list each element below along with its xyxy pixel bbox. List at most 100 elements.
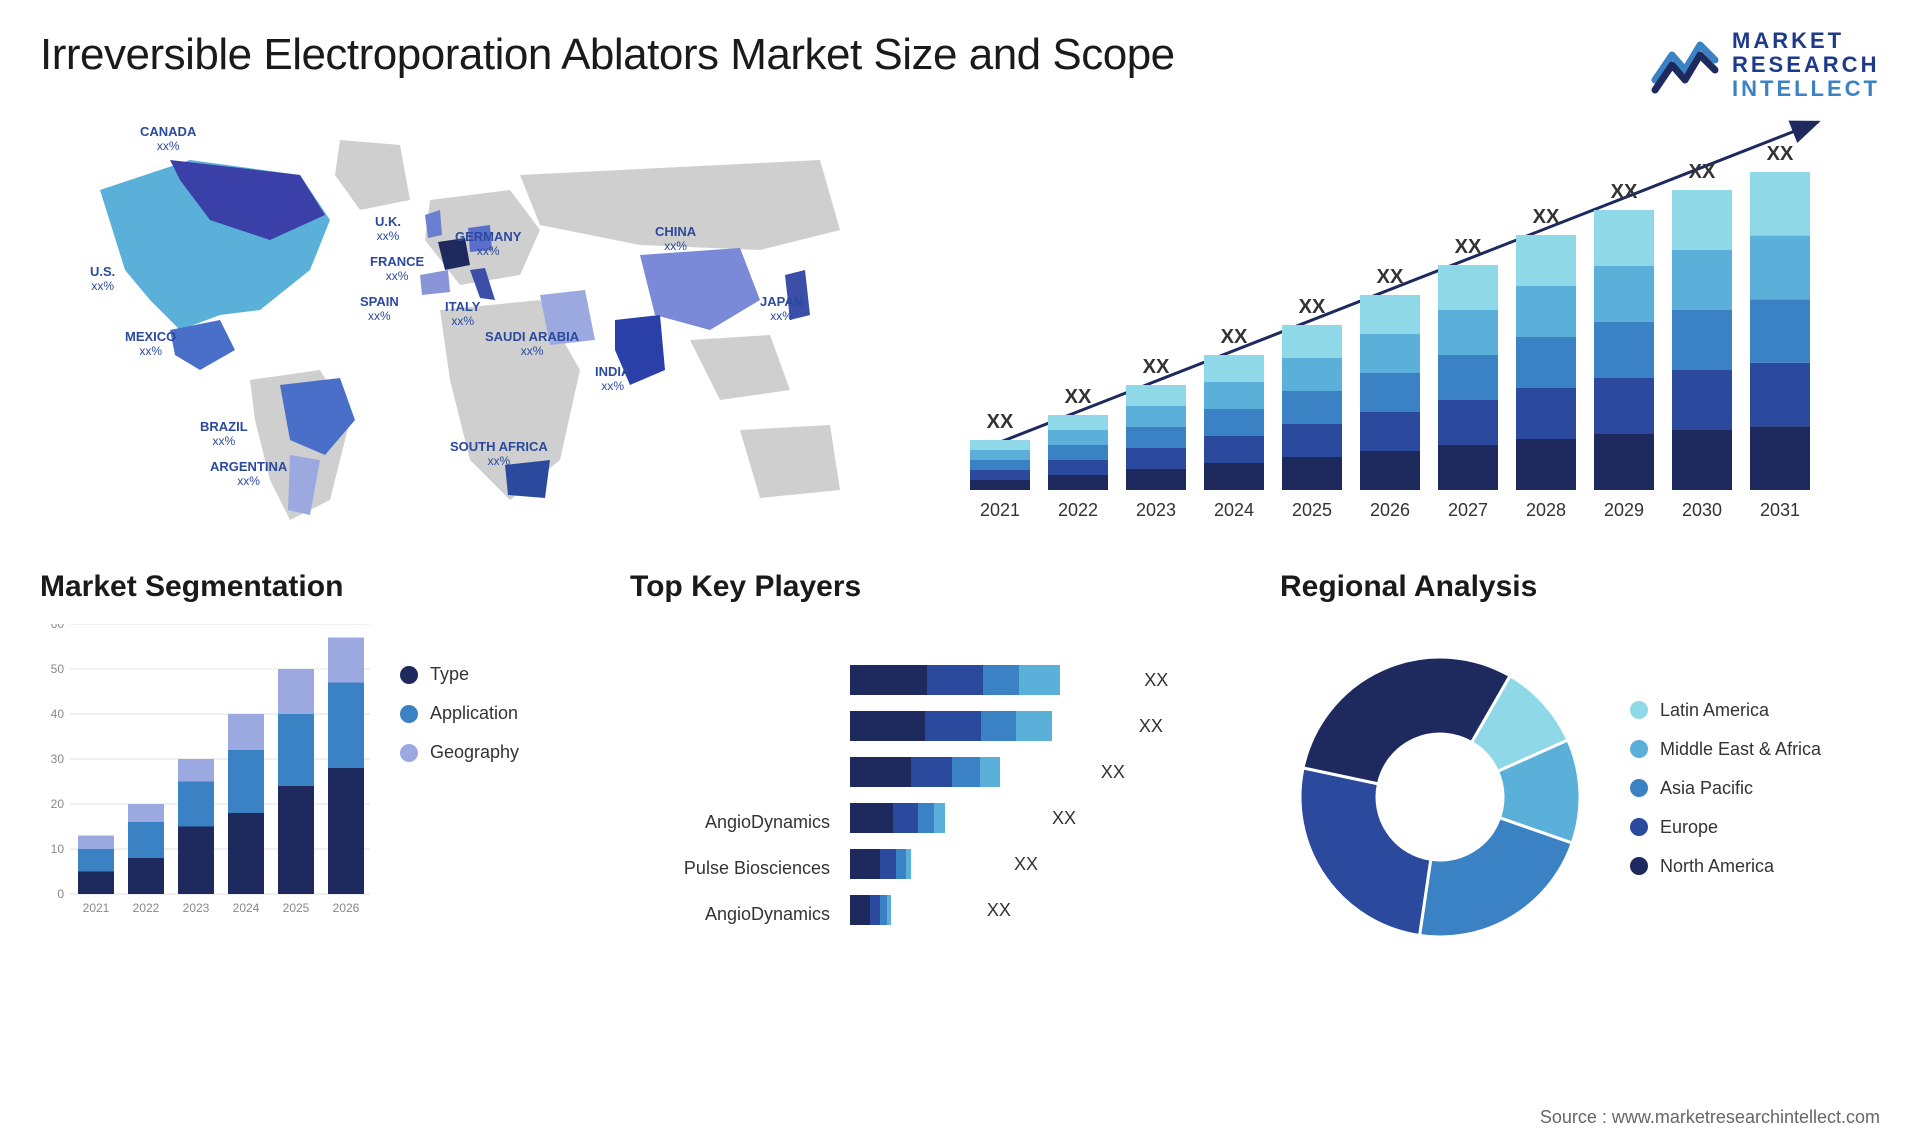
player-bar-value: XX (1052, 808, 1076, 829)
map-label-argentina: ARGENTINAxx% (210, 460, 287, 489)
segmentation-chart: 0102030405060202120222023202420252026 (40, 624, 370, 944)
growth-bar-seg (1204, 382, 1264, 409)
player-bar-seg (981, 711, 1017, 741)
seg-bar-seg (78, 872, 114, 895)
player-label (630, 707, 830, 753)
growth-bar-seg (1360, 295, 1420, 334)
growth-svg: XX2021XX2022XX2023XX2024XX2025XX2026XX20… (950, 120, 1850, 540)
growth-bar-seg (1126, 406, 1186, 427)
player-bar-seg (927, 665, 983, 695)
map-label-mexico: MEXICOxx% (125, 330, 176, 359)
growth-bar-seg (970, 460, 1030, 470)
growth-year-label: 2030 (1682, 500, 1722, 520)
player-bar-seg (870, 895, 881, 925)
player-bar-seg (893, 803, 917, 833)
player-bar-seg (850, 711, 925, 741)
players-panel: Top Key Players AngioDynamicsPulse Biosc… (630, 570, 1250, 970)
growth-year-label: 2025 (1292, 500, 1332, 520)
y-tick: 0 (57, 887, 64, 901)
map-region-spain (420, 270, 450, 295)
player-bar-row: XX (850, 657, 1250, 703)
map-label-japan: JAPANxx% (760, 295, 803, 324)
logo-text: MARKET RESEARCH INTELLECT (1732, 30, 1880, 100)
y-tick: 10 (51, 842, 65, 856)
growth-bar-label: XX (1299, 296, 1326, 318)
player-bar-row: XX (850, 841, 1250, 887)
growth-bar-seg (1360, 373, 1420, 412)
growth-bar-seg (1672, 190, 1732, 250)
player-bar-row: XX (850, 887, 1250, 933)
player-bar-seg (906, 849, 910, 879)
growth-bar-seg (1438, 400, 1498, 445)
growth-bar-seg (1750, 426, 1810, 490)
growth-bar-seg (1438, 265, 1498, 310)
map-region-sea (690, 335, 790, 400)
seg-bar-seg (228, 750, 264, 813)
seg-year: 2023 (183, 901, 210, 915)
player-bar-seg (983, 665, 1019, 695)
growth-bar-seg (1048, 415, 1108, 430)
growth-bar-label: XX (1767, 143, 1794, 165)
y-tick: 40 (51, 707, 65, 721)
map-label-spain: SPAINxx% (360, 295, 399, 324)
regional-donut (1280, 637, 1600, 957)
seg-bar-seg (228, 813, 264, 894)
growth-chart: XX2021XX2022XX2023XX2024XX2025XX2026XX20… (950, 120, 1880, 540)
growth-year-label: 2023 (1136, 500, 1176, 520)
player-bar-seg (925, 711, 980, 741)
growth-year-label: 2024 (1214, 500, 1254, 520)
players-title: Top Key Players (630, 570, 1250, 604)
player-label: Pulse Biosciences (630, 845, 830, 891)
donut-slice (1420, 818, 1573, 937)
growth-bar-seg (1750, 236, 1810, 300)
growth-bar-label: XX (1455, 236, 1482, 258)
growth-bar-seg (1672, 310, 1732, 370)
seg-bar-seg (328, 683, 364, 769)
player-bar-seg (850, 757, 911, 787)
seg-legend-item: Application (400, 703, 600, 724)
seg-bar-seg (128, 822, 164, 858)
growth-bar-seg (1750, 172, 1810, 236)
growth-bar-label: XX (1689, 161, 1716, 183)
header: Irreversible Electroporation Ablators Ma… (40, 30, 1880, 100)
player-bar-seg (896, 849, 907, 879)
segmentation-title: Market Segmentation (40, 570, 600, 604)
seg-svg: 0102030405060202120222023202420252026 (40, 624, 370, 944)
map-label-italy: ITALYxx% (445, 300, 480, 329)
player-bar-seg (1016, 711, 1052, 741)
growth-year-label: 2028 (1526, 500, 1566, 520)
brand-logo: MARKET RESEARCH INTELLECT (1650, 30, 1880, 100)
player-bar-row: XX (850, 795, 1250, 841)
growth-bar-seg (1360, 412, 1420, 451)
player-label (630, 661, 830, 707)
growth-year-label: 2029 (1604, 500, 1644, 520)
growth-bar-seg (1672, 250, 1732, 310)
growth-bar-seg (1672, 430, 1732, 490)
growth-bar-seg (1048, 430, 1108, 445)
growth-bar-seg (1282, 325, 1342, 358)
y-tick: 50 (51, 662, 65, 676)
player-bar-seg (980, 757, 1000, 787)
player-bar-seg (911, 757, 952, 787)
map-label-southafrica: SOUTH AFRICAxx% (450, 440, 548, 469)
map-label-france: FRANCExx% (370, 255, 424, 284)
growth-bar-seg (1438, 355, 1498, 400)
growth-bar-label: XX (1143, 356, 1170, 378)
growth-bar-seg (1126, 448, 1186, 469)
player-bar-seg (952, 757, 979, 787)
growth-bar-seg (1282, 391, 1342, 424)
regional-title: Regional Analysis (1280, 570, 1880, 604)
player-bar-seg (850, 849, 880, 879)
growth-bar-label: XX (1611, 181, 1638, 203)
seg-bar-seg (328, 638, 364, 683)
growth-bar-seg (1516, 439, 1576, 490)
growth-bar-seg (1282, 457, 1342, 490)
seg-year: 2026 (333, 901, 360, 915)
seg-legend-item: Type (400, 664, 600, 685)
growth-bar-seg (1594, 434, 1654, 490)
world-map: CANADAxx%U.S.xx%MEXICOxx%BRAZILxx%ARGENT… (40, 120, 920, 540)
regional-legend-item: North America (1630, 856, 1880, 877)
seg-bar-seg (278, 669, 314, 714)
regional-legend: Latin AmericaMiddle East & AfricaAsia Pa… (1630, 700, 1880, 895)
map-label-india: INDIAxx% (595, 365, 630, 394)
